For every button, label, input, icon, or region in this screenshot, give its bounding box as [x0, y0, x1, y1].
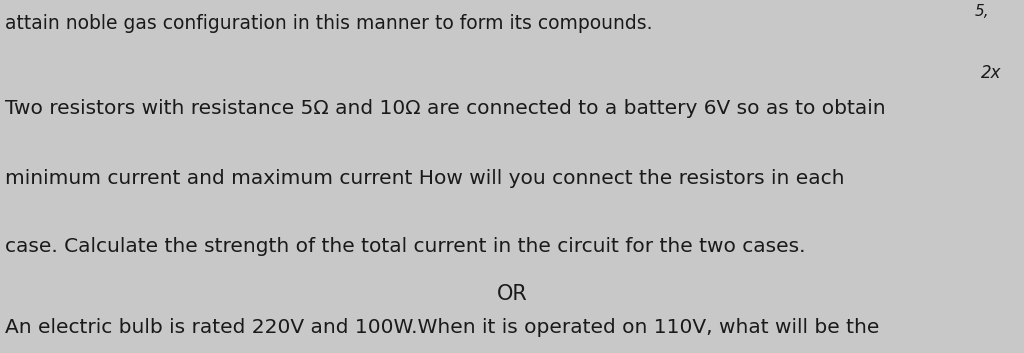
Text: 2x: 2x: [981, 64, 1001, 82]
Text: attain noble gas configuration in this manner to form its compounds.: attain noble gas configuration in this m…: [5, 14, 652, 33]
Text: minimum current and maximum current How will you connect the resistors in each: minimum current and maximum current How …: [5, 169, 845, 189]
Text: Two resistors with resistance 5Ω and 10Ω are connected to a battery 6V so as to : Two resistors with resistance 5Ω and 10Ω…: [5, 99, 886, 118]
Text: An electric bulb is rated 220V and 100W.When it is operated on 110V, what will b: An electric bulb is rated 220V and 100W.…: [5, 318, 880, 337]
Text: OR: OR: [497, 284, 527, 304]
Text: 5,: 5,: [975, 4, 989, 18]
Text: case. Calculate the strength of the total current in the circuit for the two cas: case. Calculate the strength of the tota…: [5, 237, 806, 256]
